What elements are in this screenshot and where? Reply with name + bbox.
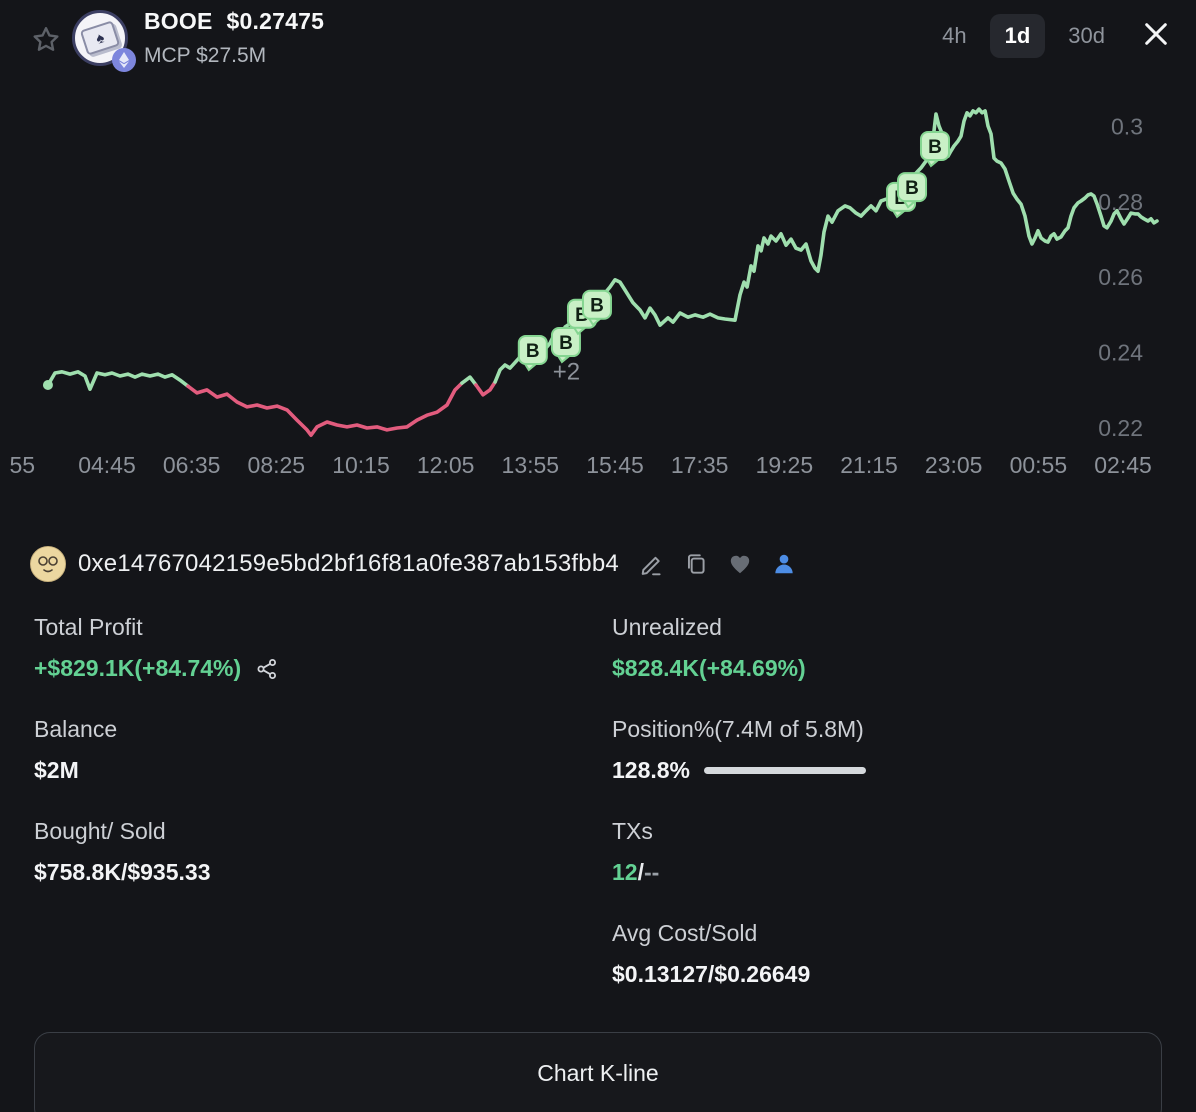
y-axis-tick: 0.3 [1111, 113, 1143, 139]
price-line-segment [186, 381, 464, 437]
x-axis-tick: 08:25 [248, 452, 306, 478]
x-axis-tick: 55 [10, 452, 36, 478]
x-axis-tick: 21:15 [840, 452, 898, 478]
buy-marker-icon[interactable]: B [919, 131, 950, 168]
stat-avg-cost: Avg Cost/Sold $0.13127/$0.26649 [612, 920, 811, 987]
x-axis-tick: 12:05 [417, 452, 475, 478]
timeframe-1d[interactable]: 1d [989, 14, 1046, 58]
x-axis-tick: 15:45 [586, 452, 644, 478]
x-axis-tick: 04:45 [78, 452, 136, 478]
svg-text:B: B [559, 333, 573, 354]
token-avatar-art: ♠ [79, 20, 121, 56]
token-price: $0.27475 [226, 8, 325, 34]
timeframe-30d[interactable]: 30d [1068, 23, 1105, 48]
buy-marker-icon[interactable]: B [550, 327, 581, 364]
x-axis-tick: 19:25 [756, 452, 814, 478]
token-mcap: MCP $27.5M [144, 44, 267, 67]
timeframe-selector: 4h 1d 30d [927, 14, 1120, 58]
stat-balance: Balance $2M [34, 716, 118, 783]
svg-text:B: B [928, 137, 942, 158]
x-axis-tick: 13:55 [502, 452, 560, 478]
svg-text:B: B [526, 341, 540, 362]
bought-sold-value: $758.8K/$935.33 [34, 859, 211, 885]
x-axis-tick: 00:55 [1010, 452, 1068, 478]
unrealized-value: $828.4K(+84.69%) [612, 655, 806, 681]
svg-text:B: B [590, 296, 604, 317]
price-line-segment [46, 370, 190, 391]
position-value: 128.8% [612, 757, 691, 783]
hidden-markers-count[interactable]: +2 [553, 359, 580, 386]
balance-value: $2M [34, 757, 79, 783]
stat-total-profit: Total Profit +$829.1K(+84.74%) [34, 614, 279, 682]
price-line-segment [460, 375, 478, 387]
person-icon[interactable] [771, 551, 797, 577]
series-start-dot [42, 380, 53, 391]
txs-buy-count: 12 [612, 859, 638, 885]
x-axis-tick: 17:35 [671, 452, 729, 478]
avg-cost-value: $0.13127/$0.26649 [612, 961, 811, 987]
favorite-star-icon[interactable] [30, 24, 62, 56]
position-progress-bar [704, 767, 867, 774]
stat-position: Position%(7.4M of 5.8M) 128.8% [612, 716, 867, 784]
close-icon[interactable] [1140, 18, 1172, 50]
buy-marker-icon[interactable]: B [897, 172, 928, 209]
wallet-row: 0xe14767042159e5bd2bf16f81a0fe387ab153fb… [30, 546, 797, 582]
copy-icon[interactable] [683, 551, 709, 577]
y-axis-tick: 0.26 [1098, 264, 1143, 290]
timeframe-4h[interactable]: 4h [942, 23, 967, 48]
txs-sell-count: -- [643, 859, 660, 885]
x-axis-tick: 10:15 [332, 452, 390, 478]
svg-text:B: B [905, 178, 919, 199]
chart-kline-button[interactable]: Chart K-line [34, 1032, 1162, 1112]
wallet-avatar [30, 546, 66, 582]
y-axis-tick: 0.28 [1098, 189, 1143, 215]
stat-unrealized: Unrealized $828.4K(+84.69%) [612, 614, 806, 681]
token-avatar: ♠ [72, 10, 136, 72]
token-symbol: BOOE [144, 8, 213, 34]
y-axis-tick: 0.24 [1098, 340, 1143, 366]
x-axis-tick: 02:45 [1094, 452, 1152, 478]
total-profit-value: +$829.1K(+84.74%) [34, 655, 242, 681]
wallet-address[interactable]: 0xe14767042159e5bd2bf16f81a0fe387ab153fb… [78, 550, 619, 577]
header: ♠ BOOE $0.27475 MCP $27.5M 4h 1d 30d [0, 0, 1196, 90]
x-axis-tick: 06:35 [163, 452, 221, 478]
share-icon[interactable] [255, 657, 279, 681]
price-line-segment [474, 380, 497, 397]
stat-bought-sold: Bought/ Sold $758.8K/$935.33 [34, 818, 211, 885]
buy-marker-icon[interactable]: B [517, 334, 548, 372]
stat-txs: TXs 12/-- [612, 818, 660, 885]
heart-icon[interactable] [727, 551, 753, 577]
eth-chain-badge-icon [112, 48, 136, 72]
x-axis-tick: 23:05 [925, 452, 983, 478]
price-line-chart[interactable]: 0.3 0.28 0.26 0.24 0.22 55 04:45 06:35 08:25 10:1… [0, 90, 1196, 490]
y-axis-tick: 0.22 [1098, 415, 1143, 441]
buy-marker-icon[interactable]: B [581, 289, 612, 327]
edit-icon[interactable] [639, 551, 665, 577]
token-title: BOOE $0.27475 [144, 8, 324, 35]
price-line-segment [493, 107, 1159, 384]
